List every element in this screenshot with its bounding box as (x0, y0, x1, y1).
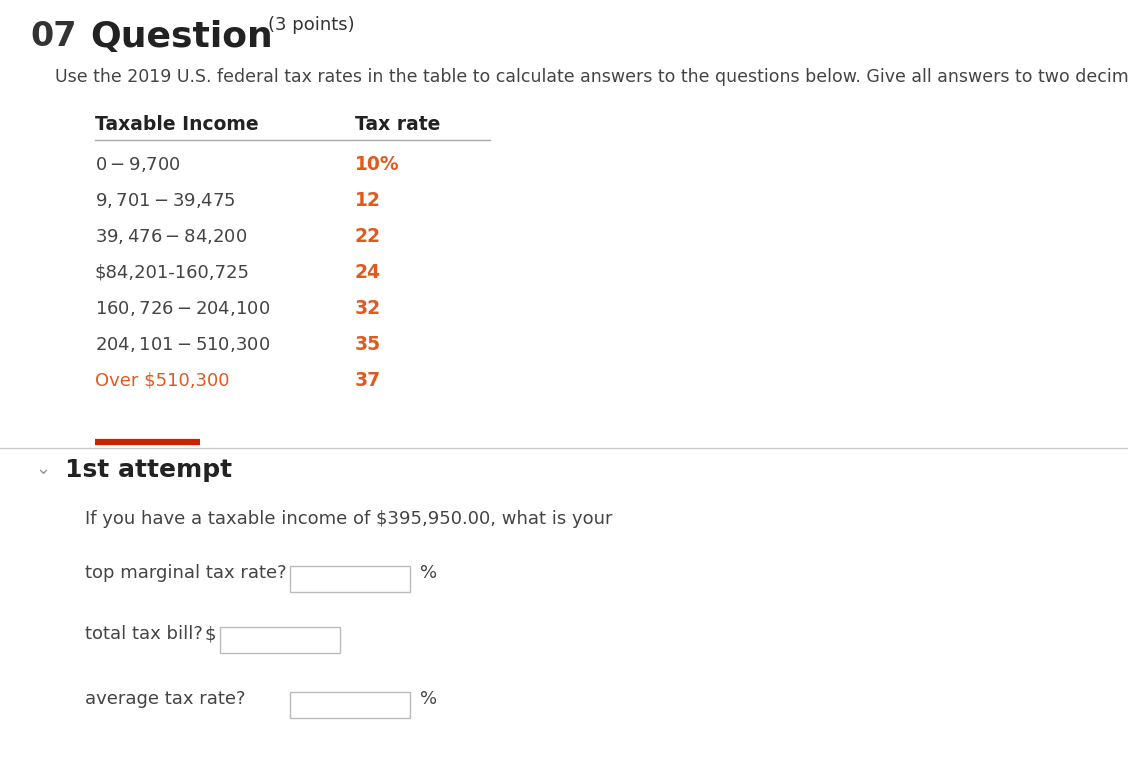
Text: 10%: 10% (355, 155, 399, 174)
Text: average tax rate?: average tax rate? (85, 690, 246, 708)
Text: Question: Question (90, 20, 273, 54)
Text: $: $ (205, 625, 217, 643)
FancyBboxPatch shape (290, 566, 409, 592)
Text: total tax bill?: total tax bill? (85, 625, 203, 643)
Text: $160,726-$204,100: $160,726-$204,100 (95, 299, 270, 318)
Text: 07: 07 (30, 20, 77, 53)
Text: 37: 37 (355, 371, 381, 390)
Text: Over $510,300: Over $510,300 (95, 371, 229, 389)
Text: 12: 12 (355, 191, 381, 210)
Text: If you have a taxable income of $395,950.00, what is your: If you have a taxable income of $395,950… (85, 510, 613, 528)
Text: Use the 2019 U.S. federal tax rates in the table to calculate answers to the que: Use the 2019 U.S. federal tax rates in t… (55, 68, 1128, 86)
FancyBboxPatch shape (220, 627, 340, 653)
Text: Taxable Income: Taxable Income (95, 115, 258, 134)
Text: 22: 22 (355, 227, 381, 246)
Text: (3 points): (3 points) (268, 16, 354, 34)
Text: 32: 32 (355, 299, 381, 318)
Text: top marginal tax rate?: top marginal tax rate? (85, 564, 287, 582)
Text: $0-$9,700: $0-$9,700 (95, 155, 180, 174)
Text: %: % (420, 564, 438, 582)
Text: $84,201-160,725: $84,201-160,725 (95, 263, 250, 281)
Text: $204,101-$510,300: $204,101-$510,300 (95, 335, 270, 354)
Text: $39,476-$84,200: $39,476-$84,200 (95, 227, 247, 246)
Text: 35: 35 (355, 335, 381, 354)
Text: %: % (420, 690, 438, 708)
Text: Tax rate: Tax rate (355, 115, 440, 134)
Text: 1st attempt: 1st attempt (65, 458, 232, 482)
Text: ⌄: ⌄ (35, 460, 50, 478)
Text: 24: 24 (355, 263, 381, 282)
FancyBboxPatch shape (290, 692, 409, 718)
Text: $9,701-$39,475: $9,701-$39,475 (95, 191, 236, 210)
